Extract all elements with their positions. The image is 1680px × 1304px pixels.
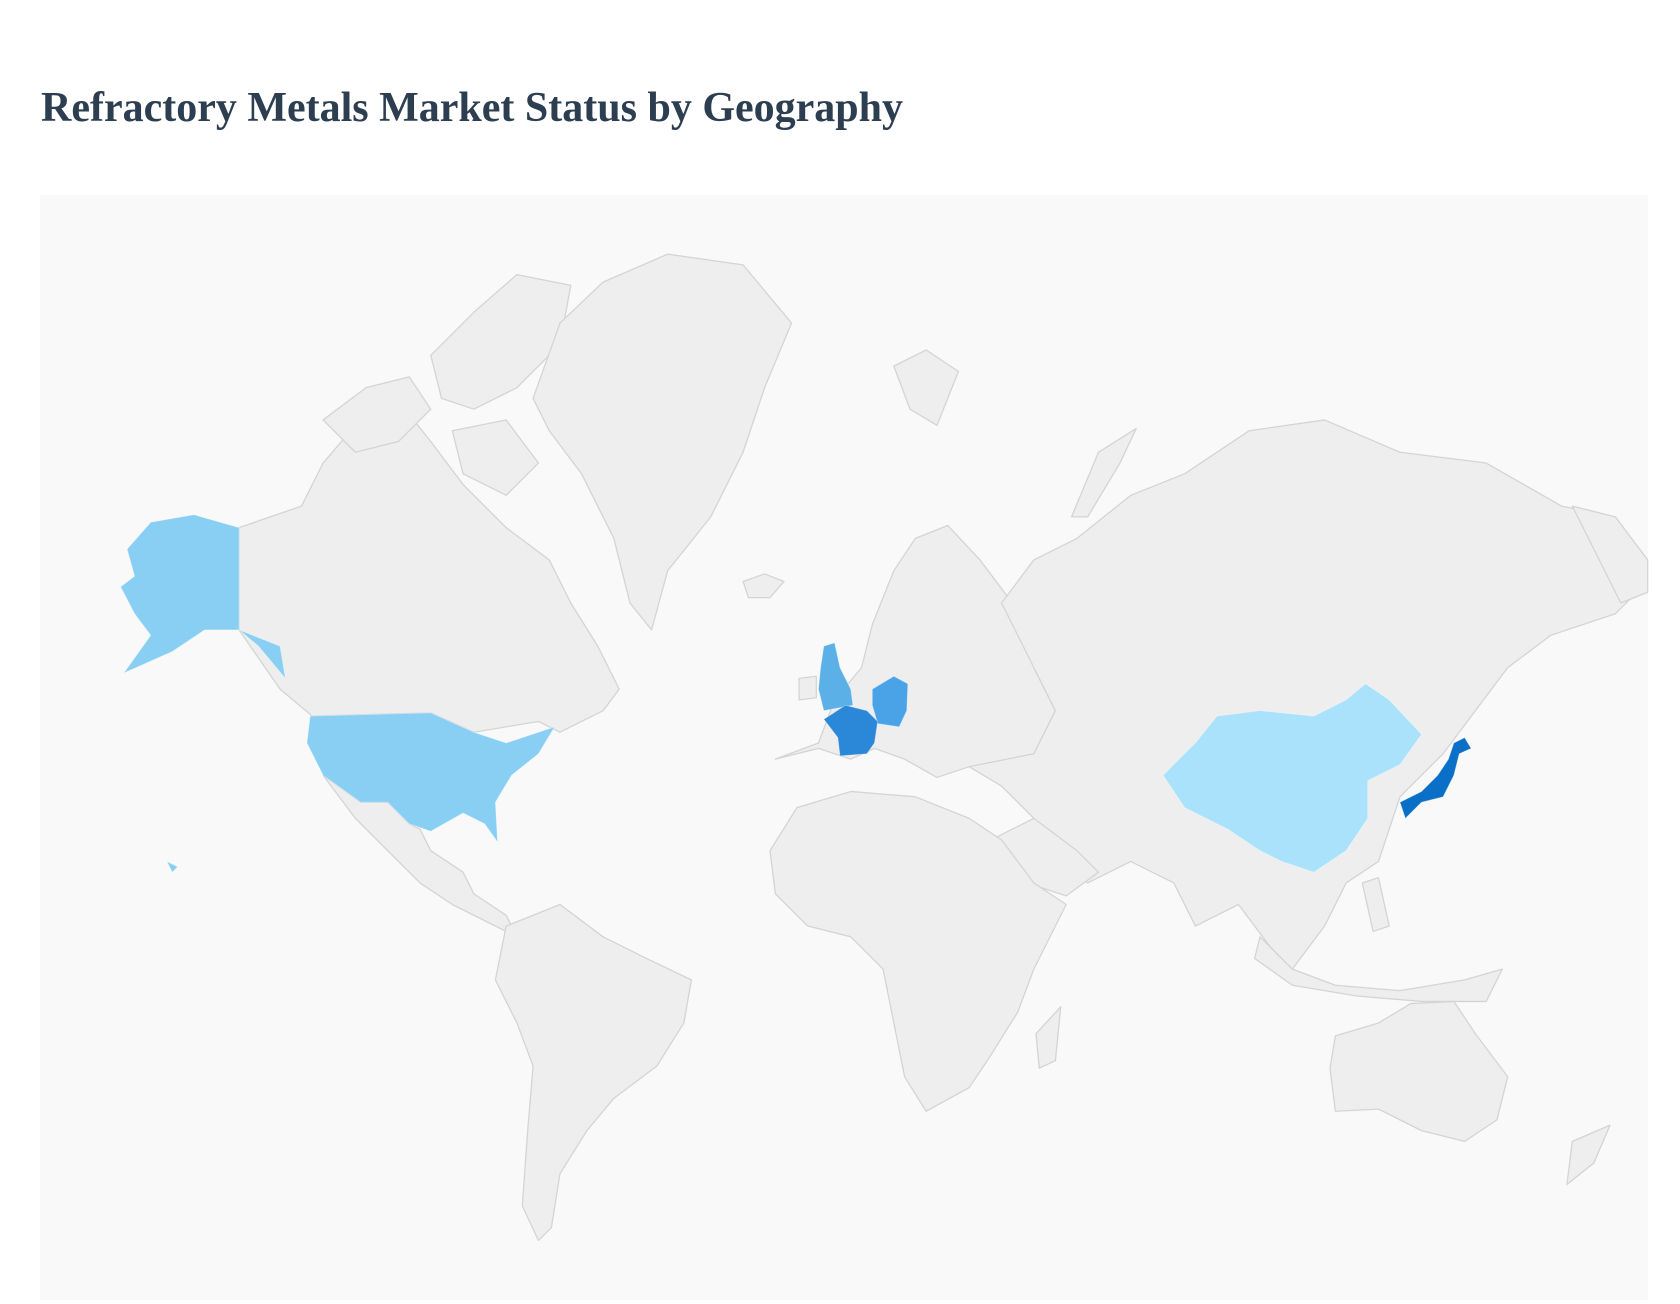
region-germany[interactable]	[871, 675, 909, 728]
highlighted-regions	[120, 514, 1472, 873]
land-svalbard	[893, 349, 960, 426]
land-africa	[769, 790, 1067, 1112]
land-arctic-islands-1	[322, 376, 432, 453]
region-alaska[interactable]	[120, 514, 286, 679]
land-indonesia	[1253, 936, 1503, 1003]
land-australia	[1329, 1000, 1509, 1143]
page-title: Refractory Metals Market Status by Geogr…	[41, 85, 903, 131]
land-arctic-islands-3	[451, 419, 540, 496]
land-madagascar	[1035, 1006, 1062, 1069]
region-france[interactable]	[823, 704, 879, 757]
region-united-states[interactable]	[306, 712, 556, 843]
base-land	[238, 253, 1649, 1242]
land-ireland	[798, 675, 817, 701]
land-asia	[968, 419, 1649, 970]
land-new-zealand	[1566, 1124, 1611, 1186]
region-united-kingdom[interactable]	[818, 642, 854, 712]
land-europe	[774, 524, 1057, 779]
region-hawaii[interactable]	[166, 861, 179, 873]
land-philippines	[1361, 876, 1390, 933]
land-far-east-russia	[1571, 505, 1649, 604]
land-novaya-zemlya	[1070, 427, 1137, 518]
region-japan[interactable]	[1399, 737, 1472, 819]
land-north-america	[238, 413, 620, 733]
region-china[interactable]	[1162, 683, 1422, 873]
land-greenland	[532, 253, 793, 631]
land-iceland	[742, 573, 785, 599]
land-south-america	[494, 903, 693, 1242]
